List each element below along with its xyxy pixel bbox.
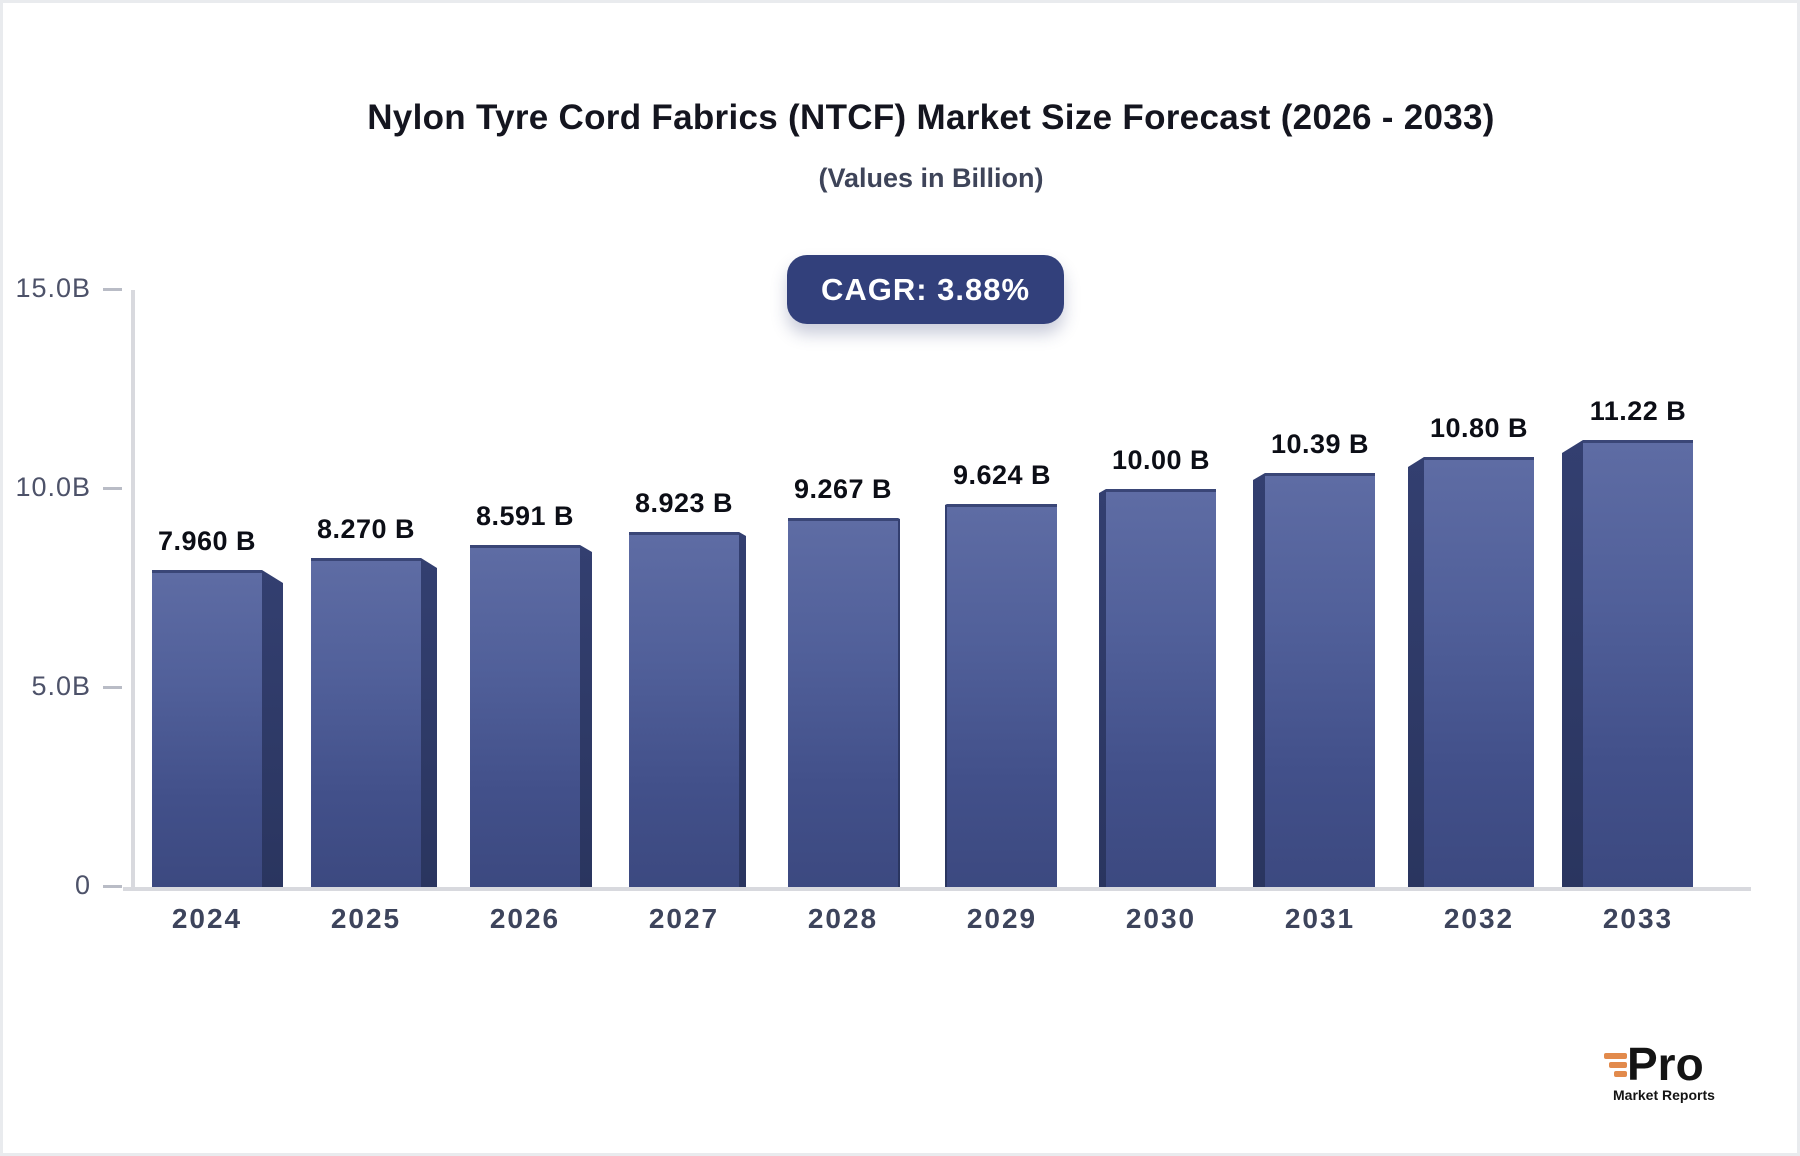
bar-value-label-2026: 8.591 B — [475, 501, 575, 531]
pro-market-reports-logo: Pro Market Reports — [1604, 1038, 1715, 1103]
y-tick-label-5.0B: 5.0B — [31, 671, 91, 701]
bar-2024 — [152, 570, 262, 887]
bar-2032 — [1424, 457, 1534, 887]
bar-value-label-2032: 10.80 B — [1429, 413, 1529, 443]
x-axis-label-2033: 2033 — [1602, 903, 1674, 934]
bar-2030 — [1106, 489, 1216, 887]
x-axis-label-2027: 2027 — [648, 903, 720, 934]
y-tick-label-10.0B: 10.0B — [15, 472, 91, 502]
chart-canvas: Nylon Tyre Cord Fabrics (NTCF) Market Si… — [3, 3, 1797, 1153]
bar-2028 — [788, 518, 898, 887]
x-axis-label-2031: 2031 — [1284, 903, 1356, 934]
y-tick-label-0: 0 — [74, 870, 91, 900]
bar-side-face-2028 — [898, 518, 900, 887]
bar-2026 — [470, 545, 580, 887]
bar-2027 — [629, 532, 739, 887]
bar-2031 — [1265, 473, 1375, 887]
bar-value-label-2030: 10.00 B — [1111, 445, 1211, 475]
x-axis-label-2025: 2025 — [330, 903, 402, 934]
bar-2033 — [1583, 440, 1693, 887]
bar-side-face-2029 — [945, 504, 947, 887]
y-tick-mark-10.0B — [103, 487, 122, 490]
bar-2029 — [947, 504, 1057, 887]
x-axis-label-2032: 2032 — [1443, 903, 1515, 934]
x-axis-label-2029: 2029 — [966, 903, 1038, 934]
logo-stripes-icon — [1604, 1053, 1627, 1080]
x-axis-label-2028: 2028 — [807, 903, 879, 934]
x-axis-label-2030: 2030 — [1125, 903, 1197, 934]
bar-side-face-2026 — [580, 545, 592, 887]
bar-value-label-2027: 8.923 B — [634, 488, 734, 518]
chart-subtitle: (Values in Billion) — [818, 163, 1044, 193]
logo-top-row: Pro — [1604, 1038, 1715, 1090]
bar-2025 — [311, 558, 421, 887]
x-axis-label-2024: 2024 — [171, 903, 243, 934]
cagr-badge-label: CAGR: 3.88% — [820, 271, 1031, 307]
bar-side-face-2025 — [421, 558, 437, 887]
bar-side-face-2030 — [1099, 489, 1106, 887]
bar-side-face-2027 — [739, 532, 746, 887]
bar-value-label-2031: 10.39 B — [1270, 429, 1370, 459]
bar-value-label-2025: 8.270 B — [316, 514, 416, 544]
x-axis-baseline — [123, 887, 1751, 891]
logo-tagline: Market Reports — [1613, 1087, 1715, 1103]
chart-title: Nylon Tyre Cord Fabrics (NTCF) Market Si… — [367, 98, 1495, 137]
y-axis-line — [131, 290, 135, 891]
bar-side-face-2032 — [1408, 457, 1424, 887]
logo-name: Pro — [1627, 1038, 1704, 1090]
y-tick-mark-15.0B — [103, 288, 122, 291]
y-tick-mark-5.0B — [103, 686, 122, 689]
bar-side-face-2031 — [1253, 473, 1265, 887]
bar-value-label-2024: 7.960 B — [157, 526, 257, 556]
bar-value-label-2028: 9.267 B — [793, 474, 893, 504]
bar-side-face-2033 — [1562, 440, 1583, 887]
y-tick-mark-0 — [103, 885, 122, 888]
cagr-badge: CAGR: 3.88% — [787, 255, 1064, 324]
bar-value-label-2033: 11.22 B — [1589, 396, 1687, 426]
y-tick-label-15.0B: 15.0B — [15, 273, 91, 303]
bar-value-label-2029: 9.624 B — [952, 460, 1052, 490]
bar-side-face-2024 — [262, 570, 283, 887]
x-axis-label-2026: 2026 — [489, 903, 561, 934]
bar-chart-plot: 15.0B 10.0B 5.0B 0 7.960 B 2024 8.270 B 2025 8.5… — [3, 3, 1797, 1153]
